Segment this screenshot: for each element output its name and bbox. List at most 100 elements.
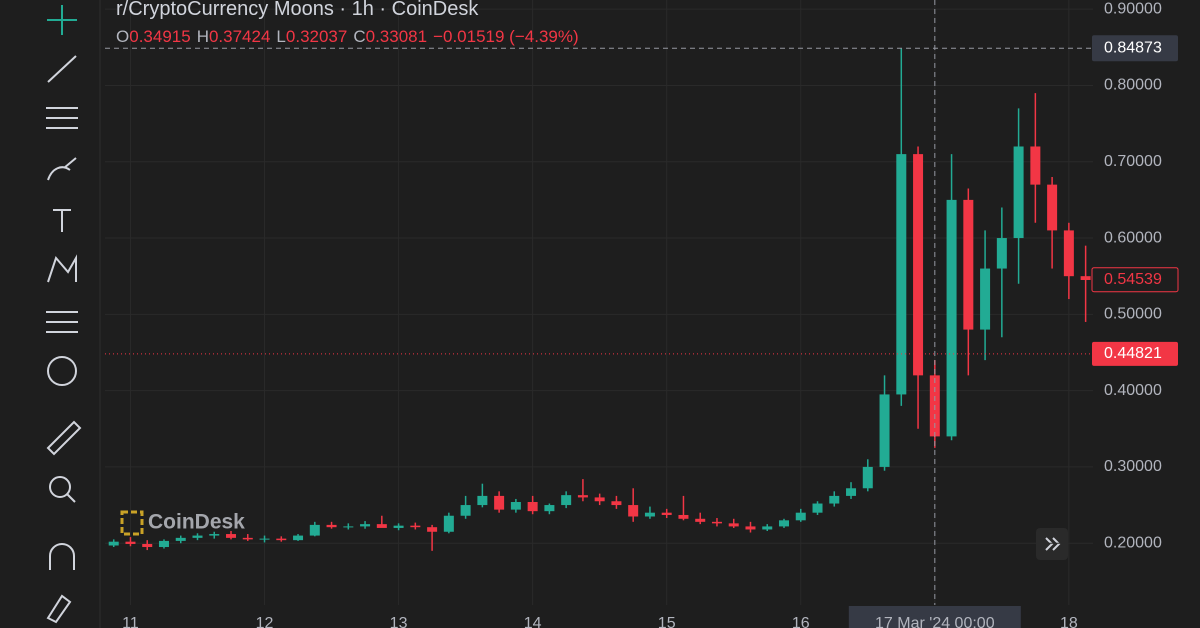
- zoom-tool[interactable]: [49, 476, 71, 498]
- candle-body: [795, 512, 806, 521]
- last-price-label: 0.54539: [1104, 271, 1162, 288]
- candle-body: [996, 238, 1007, 269]
- candle-body: [762, 526, 773, 530]
- legend-value: 0.34915: [129, 27, 191, 46]
- candle-body: [527, 502, 538, 512]
- candle-body: [510, 502, 521, 510]
- candle-body: [644, 512, 655, 517]
- legend-key: C: [353, 27, 366, 46]
- x-tick-label: 12: [256, 615, 274, 628]
- legend-key: H: [196, 27, 209, 46]
- candle-body: [896, 154, 907, 395]
- candle-body: [846, 488, 857, 496]
- fib-tool[interactable]: [46, 107, 78, 129]
- candle-body: [1047, 184, 1058, 231]
- x-tick-label: 18: [1060, 615, 1078, 628]
- candle-body: [276, 538, 287, 541]
- candle-body: [661, 512, 672, 515]
- legend-key: L: [276, 27, 286, 46]
- candle-body: [158, 540, 169, 548]
- y-tick-label: 0.90000: [1104, 0, 1162, 17]
- x-tick-label: 14: [524, 615, 542, 628]
- candle-body: [728, 523, 739, 527]
- candle-body: [1080, 276, 1091, 280]
- candle-body: [862, 466, 873, 489]
- candle-body: [242, 537, 253, 540]
- candle-body: [778, 520, 789, 527]
- candle-body: [745, 526, 756, 530]
- crosshair-x-box: [848, 606, 1021, 628]
- candle-body: [125, 541, 136, 544]
- candle-body: [393, 525, 404, 528]
- candle-body: [360, 524, 371, 527]
- x-tick-label: 15: [658, 615, 676, 628]
- candle-body: [343, 526, 354, 528]
- chart-title: r/CryptoCurrency Moons · 1h · CoinDesk: [116, 0, 479, 20]
- candle-body: [1030, 146, 1041, 185]
- alert-box: [1092, 341, 1178, 366]
- crosshair-y-label: 0.84873: [1104, 39, 1162, 56]
- x-tick-label: 17 Mar '24 00:00: [875, 615, 995, 628]
- candle-body: [879, 394, 890, 467]
- crosshair-tool[interactable]: [47, 5, 77, 35]
- candle-body: [460, 505, 471, 516]
- emoji-tool[interactable]: [47, 356, 77, 386]
- candle-body: [695, 518, 706, 522]
- x-tick-label: 11: [122, 615, 139, 628]
- candle-body: [108, 541, 119, 546]
- ruler-tool[interactable]: [46, 420, 82, 456]
- candle-body: [577, 495, 588, 498]
- y-tick-label: 0.80000: [1104, 77, 1162, 94]
- legend-value: 0.37424: [208, 27, 271, 46]
- pattern-tool[interactable]: [47, 254, 77, 283]
- magnet-tool[interactable]: [49, 543, 75, 570]
- y-tick-label: 0.40000: [1104, 382, 1162, 399]
- candle-body: [494, 495, 505, 510]
- candle-body: [410, 525, 421, 528]
- candle-body: [443, 515, 454, 532]
- trendline-tool[interactable]: [47, 55, 77, 83]
- candle-body: [376, 524, 387, 528]
- candle-body: [561, 495, 572, 506]
- candle-body: [611, 501, 622, 506]
- candle-body: [326, 524, 337, 528]
- lock-tool[interactable]: [46, 594, 72, 624]
- candle-body: [209, 534, 220, 536]
- x-tick-label: 13: [390, 615, 408, 628]
- y-tick-label: 0.20000: [1104, 534, 1162, 551]
- candle-body: [829, 495, 840, 504]
- legend-change: −0.01519 (−4.39%): [433, 27, 579, 46]
- candle-body: [427, 527, 438, 532]
- candle-body: [226, 534, 237, 538]
- candle-body: [544, 505, 555, 512]
- toolbar: [46, 5, 82, 624]
- candle-body: [963, 199, 974, 330]
- x-tick-label: 16: [792, 615, 810, 628]
- forecast-tool[interactable]: [46, 311, 78, 333]
- y-tick-label: 0.50000: [1104, 306, 1162, 323]
- candle-body: [477, 495, 488, 506]
- crosshair-y-box: [1092, 35, 1178, 62]
- candle-body: [192, 535, 203, 538]
- scroll-icon: [1045, 537, 1061, 551]
- candle-body: [946, 199, 957, 437]
- candle-body: [309, 524, 320, 536]
- candle-body: [293, 535, 304, 541]
- watermark-logo: [120, 510, 144, 536]
- candle-body: [1013, 146, 1024, 239]
- brush-tool[interactable]: [47, 157, 77, 181]
- legend-value: 0.33081: [365, 27, 428, 46]
- text-tool[interactable]: [53, 209, 71, 232]
- candle-body: [678, 514, 689, 519]
- last-price-box: [1091, 267, 1179, 293]
- candle-body: [980, 268, 991, 330]
- candle-body: [142, 543, 153, 548]
- legend-value: 0.32037: [285, 27, 348, 46]
- y-tick-label: 0.60000: [1104, 229, 1162, 246]
- candle-body: [711, 521, 722, 524]
- candle-body: [628, 505, 639, 517]
- legend-key: O: [116, 27, 130, 46]
- watermark: CoinDesk: [148, 511, 245, 534]
